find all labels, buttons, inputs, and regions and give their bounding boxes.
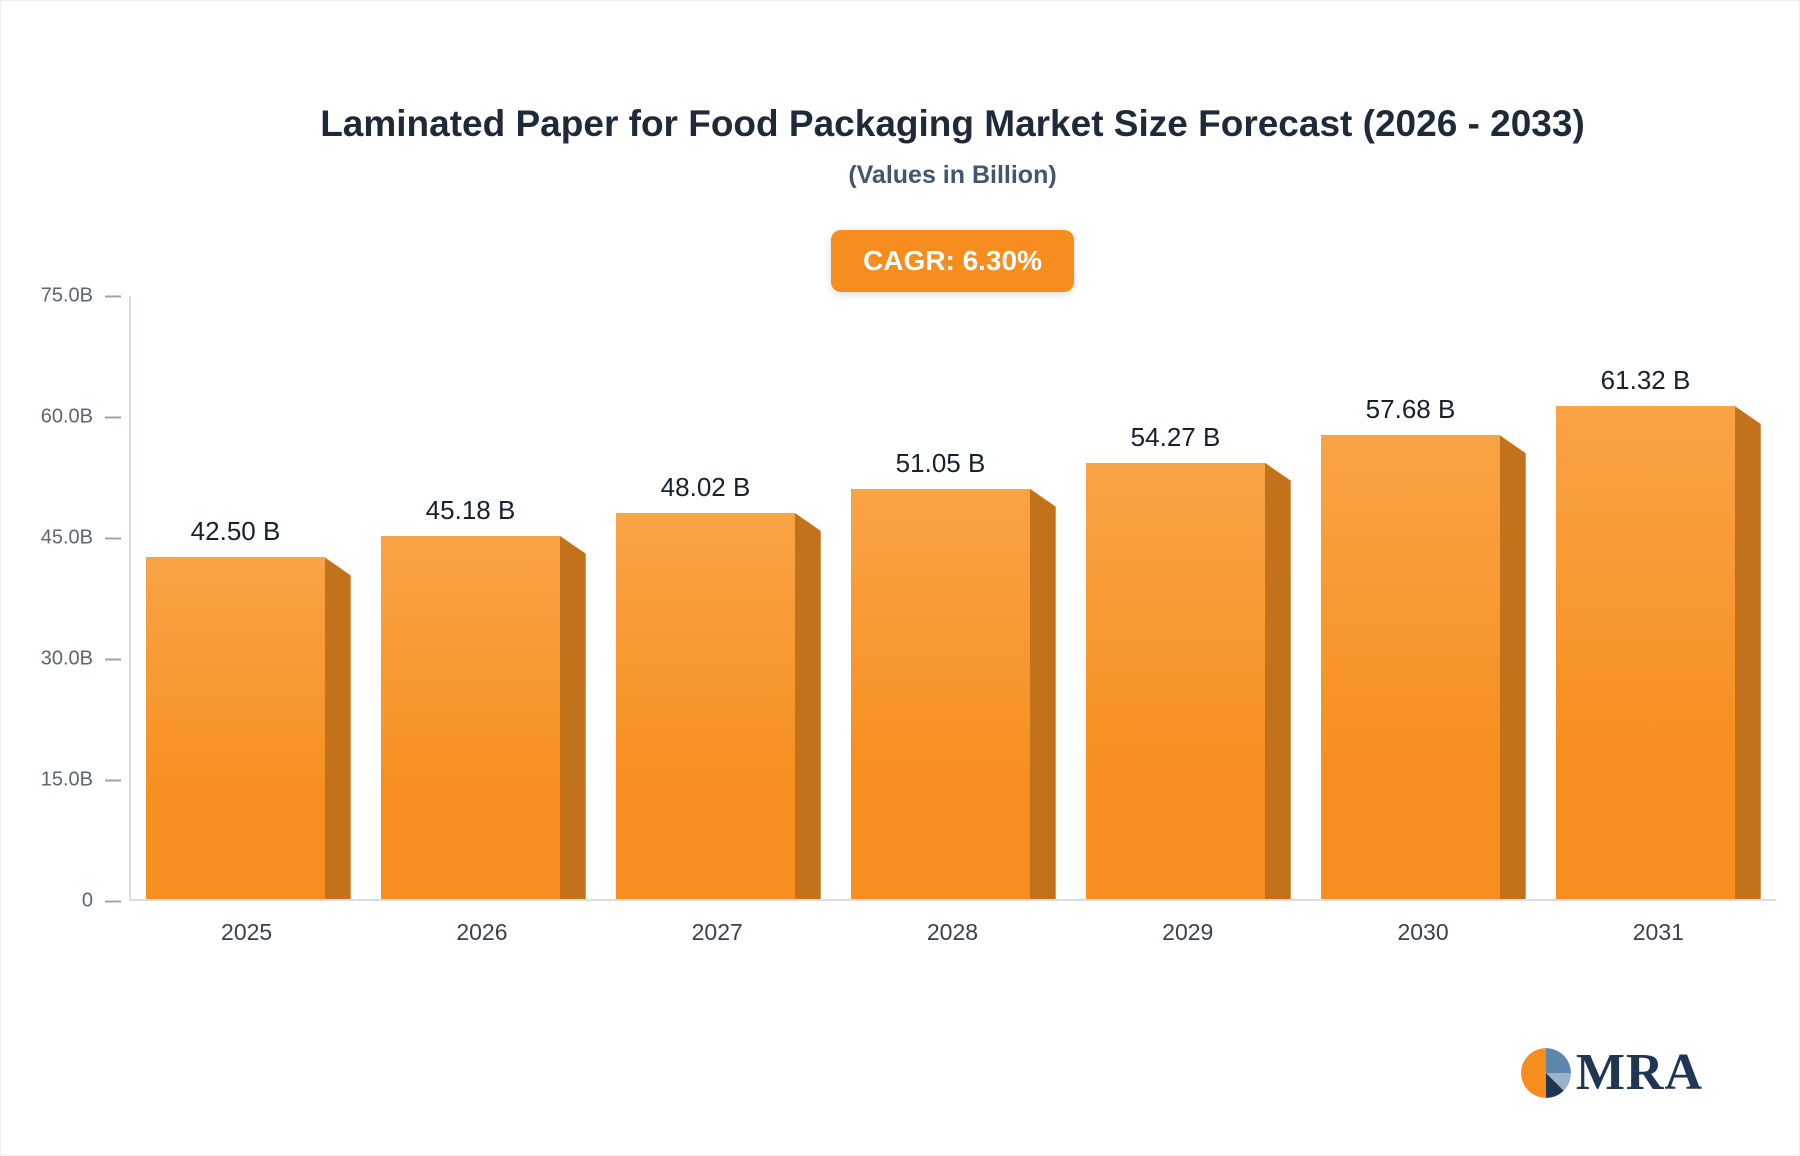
- x-axis-label-2028: 2028: [926, 919, 979, 945]
- y-tick-mark: [105, 658, 121, 660]
- y-tick-label: 0: [81, 889, 93, 912]
- y-tick-mark: [105, 900, 121, 902]
- y-tick-75.0B: 75.0B: [41, 285, 121, 308]
- bar-value-label-2027: 48.02 B: [660, 471, 751, 502]
- bar-front-face: [1321, 435, 1500, 899]
- bar-2031[interactable]: [1556, 406, 1761, 899]
- y-tick-label: 45.0B: [40, 526, 93, 549]
- chart-header: Laminated Paper for Food Packaging Marke…: [129, 103, 1776, 292]
- bar-column-2031: 61.32 B: [1541, 296, 1776, 899]
- bar-front-face: [1086, 462, 1265, 899]
- logo-text: MRA: [1575, 1044, 1703, 1101]
- bar-2027[interactable]: [616, 512, 821, 899]
- y-tick-45.0B: 45.0B: [41, 527, 121, 550]
- y-tick-mark: [105, 537, 121, 539]
- x-axis-labels: 2025 2026 2027 2028 2029 2030 2031: [129, 919, 1776, 946]
- pie-chart-icon: [1520, 1047, 1571, 1098]
- x-axis-label-2026: 2026: [456, 919, 508, 945]
- y-tick-label: 60.0B: [40, 405, 93, 428]
- bar-front-face: [381, 535, 560, 899]
- bar-column-2026: 45.18 B: [366, 296, 601, 899]
- bar-2028[interactable]: [851, 488, 1056, 899]
- y-tick-mark: [105, 295, 121, 297]
- bar-side-face: [324, 557, 351, 899]
- logo: MRA: [1520, 1043, 1703, 1102]
- bar-2030[interactable]: [1321, 435, 1526, 899]
- bar-column-2029: 54.27 B: [1071, 296, 1306, 899]
- plot-area: 42.50 B 45.18 B 48.02 B 51.05 B 54.27 B 57.68…: [129, 296, 1776, 901]
- bar-side-face: [1499, 435, 1526, 899]
- bar-column-2030: 57.68 B: [1306, 296, 1541, 899]
- bar-value-label-2028: 51.05 B: [895, 447, 986, 478]
- y-tick-mark: [105, 779, 121, 781]
- bar-side-face: [1734, 406, 1761, 899]
- badge-row: CAGR: 6.30%: [129, 230, 1776, 292]
- x-axis-label-2027: 2027: [691, 919, 743, 945]
- bar-side-face: [794, 512, 821, 899]
- chart-title: Laminated Paper for Food Packaging Marke…: [320, 103, 1585, 144]
- y-tick-mark: [105, 416, 121, 418]
- chart-subtitle: (Values in Billion): [848, 161, 1057, 189]
- bar-column-2027: 48.02 B: [601, 296, 836, 899]
- y-tick-0: 0: [82, 890, 121, 913]
- y-axis: 0 15.0B 30.0B 45.0B 60.0B 75.0B: [1, 285, 121, 912]
- y-tick-30.0B: 30.0B: [41, 648, 121, 671]
- y-tick-15.0B: 15.0B: [41, 769, 121, 792]
- x-axis-label-2025: 2025: [221, 919, 273, 945]
- bar-side-face: [1029, 488, 1056, 899]
- bar-value-label-2031: 61.32 B: [1600, 365, 1691, 395]
- bar-2025[interactable]: [146, 557, 351, 899]
- bar-front-face: [1556, 406, 1735, 899]
- x-axis-label-2030: 2030: [1397, 919, 1449, 945]
- y-tick-label: 75.0B: [40, 284, 93, 307]
- bar-front-face: [851, 488, 1030, 899]
- bar-2026[interactable]: [381, 535, 586, 899]
- bar-front-face: [146, 557, 325, 899]
- bar-value-label-2025: 42.50 B: [190, 516, 281, 547]
- x-axis-label-2029: 2029: [1162, 919, 1214, 945]
- y-tick-label: 30.0B: [40, 647, 93, 670]
- x-axis-label-2031: 2031: [1632, 919, 1684, 945]
- bar-column-2025: 42.50 B: [131, 296, 366, 899]
- y-tick-60.0B: 60.0B: [41, 406, 121, 429]
- cagr-badge: CAGR: 6.30%: [831, 230, 1074, 292]
- y-tick-label: 15.0B: [40, 768, 93, 791]
- bar-side-face: [559, 535, 586, 899]
- bar-value-label-2026: 45.18 B: [425, 494, 516, 525]
- bar-front-face: [616, 512, 795, 899]
- bar-value-label-2029: 54.27 B: [1130, 421, 1221, 452]
- bar-column-2028: 51.05 B: [836, 296, 1071, 899]
- bar-side-face: [1264, 462, 1291, 899]
- bars-row: 42.50 B 45.18 B 48.02 B 51.05 B 54.27 B 57.68…: [131, 296, 1776, 899]
- bar-value-label-2030: 57.68 B: [1365, 394, 1456, 425]
- bar-2029[interactable]: [1086, 462, 1291, 899]
